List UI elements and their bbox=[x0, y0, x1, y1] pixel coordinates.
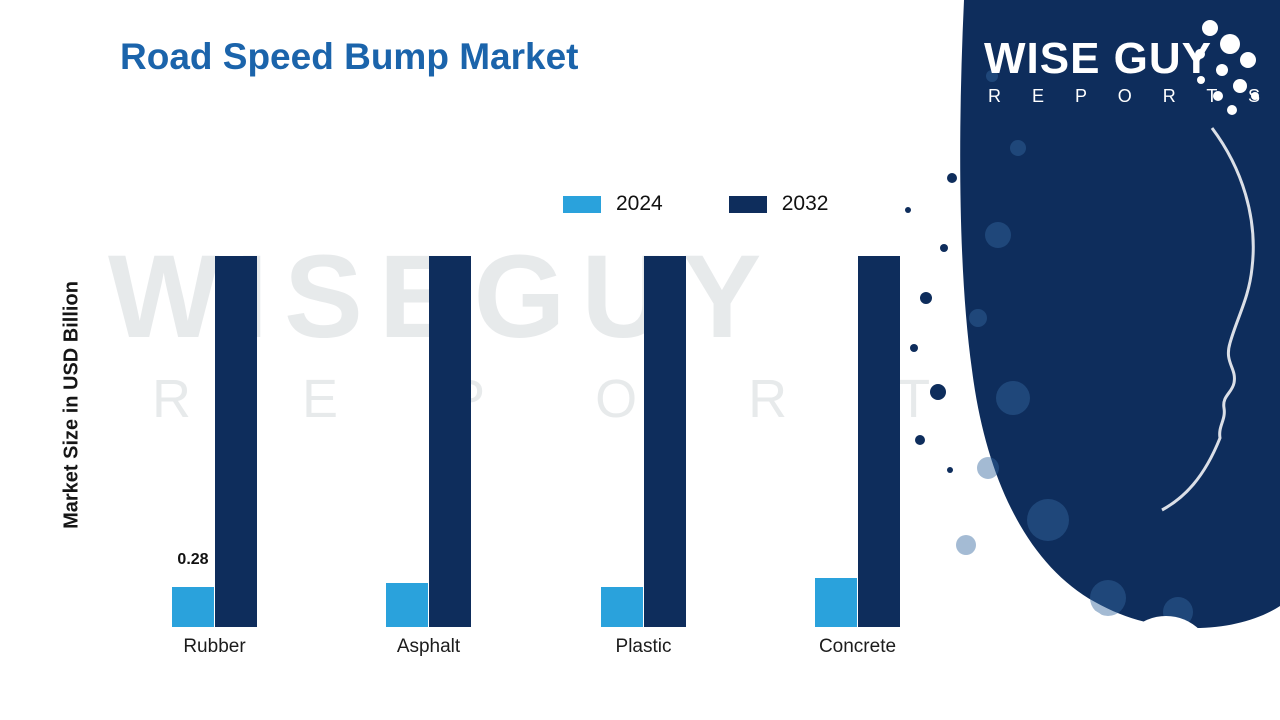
category-label-asphalt: Asphalt bbox=[396, 636, 461, 657]
bar-2032-plastic bbox=[644, 256, 686, 627]
bar-2024-rubber bbox=[172, 587, 214, 627]
legend-label-2024: 2024 bbox=[616, 192, 663, 215]
bar-2032-asphalt bbox=[429, 256, 471, 627]
legend-swatch-2032 bbox=[728, 195, 767, 213]
legend-label-2032: 2032 bbox=[781, 192, 829, 215]
legend-swatch-2024 bbox=[563, 195, 601, 213]
face-profile-line bbox=[1161, 127, 1255, 512]
brand-graphic bbox=[905, 0, 1280, 712]
brand-wordmark: WISE GUY R E P O R T S bbox=[984, 34, 1273, 107]
bar-2024-concrete bbox=[815, 578, 857, 627]
bar-value-annotation: 0.28 bbox=[177, 551, 209, 568]
category-label-plastic: Plastic bbox=[615, 636, 672, 657]
watermark-reports-text: R E P O R T S bbox=[152, 368, 1125, 429]
brand-subtitle: R E P O R T S bbox=[988, 86, 1274, 106]
brand-name: WISE GUY bbox=[984, 34, 1213, 83]
bar-2032-rubber bbox=[215, 256, 257, 627]
bar-2024-asphalt bbox=[386, 583, 428, 627]
category-label-rubber: Rubber bbox=[183, 636, 246, 657]
bar-2032-concrete bbox=[858, 256, 900, 627]
scattered-navy-dots bbox=[905, 173, 957, 473]
y-axis-label: Market Size in USD Billion bbox=[60, 281, 83, 529]
logo-head-dots bbox=[1195, 20, 1259, 115]
category-label-concrete: Concrete bbox=[818, 636, 897, 657]
category-labels: Rubber Asphalt Plastic Concrete bbox=[150, 636, 910, 664]
legend-item-2032: 2032 bbox=[728, 192, 829, 216]
chart-legend: 2024 2032 bbox=[563, 192, 828, 216]
legend-item-2024: 2024 bbox=[563, 192, 663, 216]
bottom-white-cut-circles bbox=[1034, 606, 1214, 712]
blob-light-circles bbox=[956, 70, 1193, 627]
bar-2024-plastic bbox=[601, 587, 643, 627]
navy-blob-shape bbox=[960, 0, 1280, 629]
page-title: Road Speed Bump Market bbox=[120, 36, 579, 77]
plot-area: 0.28 bbox=[150, 256, 910, 627]
